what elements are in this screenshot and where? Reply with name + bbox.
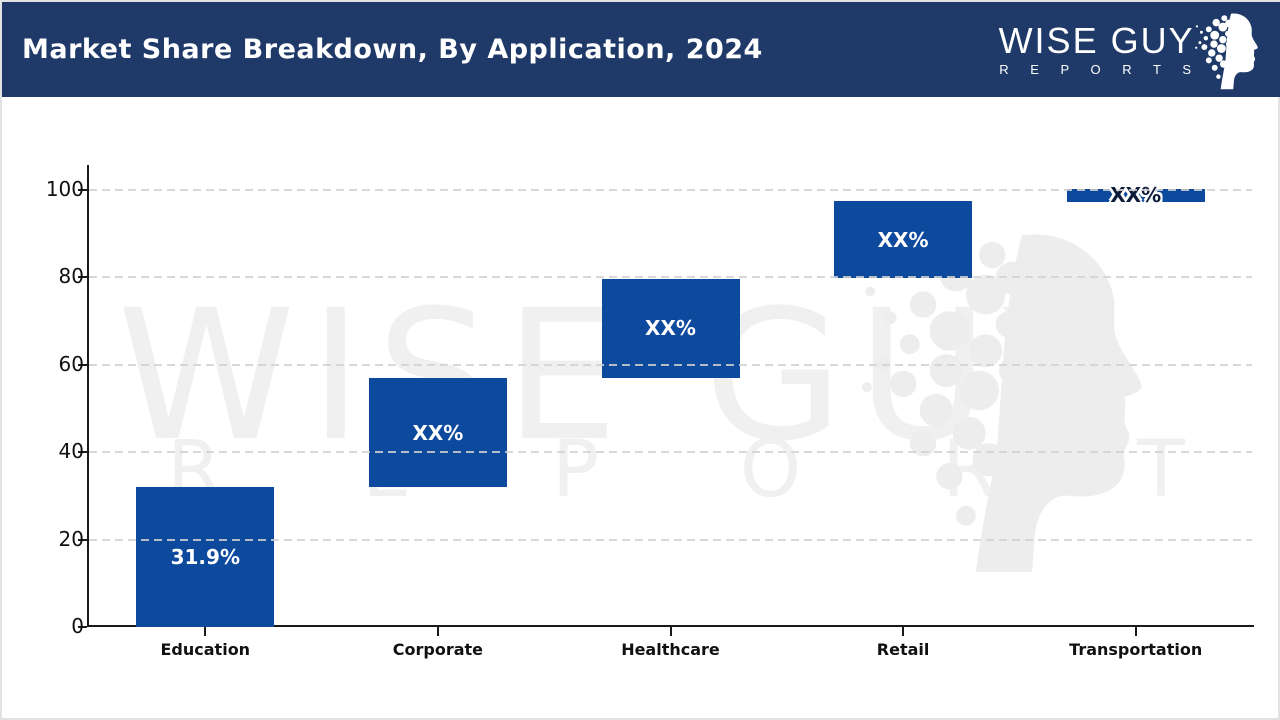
x-tick-label-healthcare: Healthcare	[621, 640, 720, 659]
chart-area: 0 20 40 60 80 100 31.9% XX% XX% XX% XX% Education…	[2, 97, 1280, 709]
bar-healthcare: XX%	[601, 278, 740, 379]
bar-value-label: XX%	[412, 420, 464, 445]
y-tick-mark-100	[78, 188, 87, 191]
x-axis-spine	[87, 625, 1254, 627]
gridline-20	[89, 538, 1252, 541]
bar-value-label: XX%	[645, 316, 696, 341]
y-tick-label-100: 100	[45, 176, 84, 201]
bar-value-label: XX%	[1110, 183, 1162, 208]
x-tick-label-corporate: Corporate	[392, 640, 484, 659]
y-tick-label-40: 40	[58, 439, 84, 463]
bar-retail: XX%	[834, 201, 973, 279]
y-tick-label-60: 60	[58, 351, 84, 376]
bar-corporate: XX%	[368, 378, 507, 488]
page-title: Market Share Breakdown, By Application, …	[22, 34, 763, 65]
y-axis-spine	[87, 165, 89, 626]
bar-value-label: XX%	[877, 227, 929, 252]
x-tick-mark	[204, 627, 207, 636]
x-tick-mark	[1134, 627, 1137, 636]
gridline-60	[89, 363, 1252, 366]
x-tick-mark	[902, 627, 905, 636]
gridline-80	[89, 276, 1252, 278]
brand-logo-text: WISE GUY R E P O R T S	[993, 19, 1200, 78]
bar-transportation: XX%	[1066, 183, 1205, 207]
brand-subname: R E P O R T S	[999, 61, 1200, 77]
x-tick-mark	[436, 627, 439, 636]
brand-name: WISE GUY	[998, 19, 1195, 61]
gridline-100	[89, 188, 1252, 191]
brand-logo: WISE GUY R E P O R T S	[993, 7, 1268, 93]
x-tick-label-transportation: Transportation	[1069, 640, 1203, 659]
y-tick-mark-20	[78, 538, 87, 541]
y-tick-label-80: 80	[58, 264, 84, 288]
y-tick-mark-80	[78, 276, 87, 278]
y-tick-mark-0	[78, 626, 87, 628]
y-tick-mark-40	[78, 451, 87, 453]
x-tick-label-retail: Retail	[876, 640, 930, 659]
x-tick-label-education: Education	[160, 640, 251, 659]
bar-value-label: 31.9%	[170, 545, 240, 570]
title-bar: Market Share Breakdown, By Application, …	[2, 2, 1280, 97]
bar-education: 31.9%	[136, 487, 275, 627]
x-tick-mark	[669, 627, 672, 636]
dotted-head-logo-icon	[1195, 13, 1258, 89]
y-tick-label-20: 20	[58, 526, 84, 551]
gridline-40	[89, 451, 1252, 453]
y-tick-mark-60	[78, 363, 87, 366]
y-tick-label-0: 0	[71, 614, 84, 638]
